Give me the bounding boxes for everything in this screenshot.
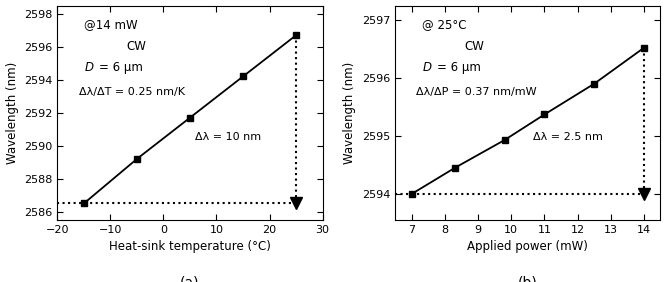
X-axis label: Heat-sink temperature (°C): Heat-sink temperature (°C) — [109, 240, 271, 253]
Text: = 6 μm: = 6 μm — [437, 61, 481, 74]
Text: CW: CW — [464, 40, 484, 53]
Text: Δλ/ΔP = 0.37 nm/mW: Δλ/ΔP = 0.37 nm/mW — [416, 87, 537, 97]
X-axis label: Applied power (mW): Applied power (mW) — [468, 240, 588, 253]
Text: = 6 μm: = 6 μm — [99, 61, 143, 74]
Text: @14 mW: @14 mW — [84, 18, 137, 31]
Y-axis label: Wavelength (nm): Wavelength (nm) — [344, 62, 356, 164]
Text: Δλ/ΔT = 0.25 nm/K: Δλ/ΔT = 0.25 nm/K — [79, 87, 184, 97]
Text: $D$: $D$ — [422, 61, 432, 74]
Text: CW: CW — [127, 40, 146, 53]
Y-axis label: Wavelength (nm): Wavelength (nm) — [5, 62, 19, 164]
Text: Δλ = 10 nm: Δλ = 10 nm — [195, 132, 261, 142]
Text: Δλ = 2.5 nm: Δλ = 2.5 nm — [533, 132, 603, 142]
Text: @ 25°C: @ 25°C — [422, 18, 466, 31]
Text: (a): (a) — [180, 276, 200, 282]
Text: (b): (b) — [518, 276, 537, 282]
Text: $D$: $D$ — [84, 61, 95, 74]
